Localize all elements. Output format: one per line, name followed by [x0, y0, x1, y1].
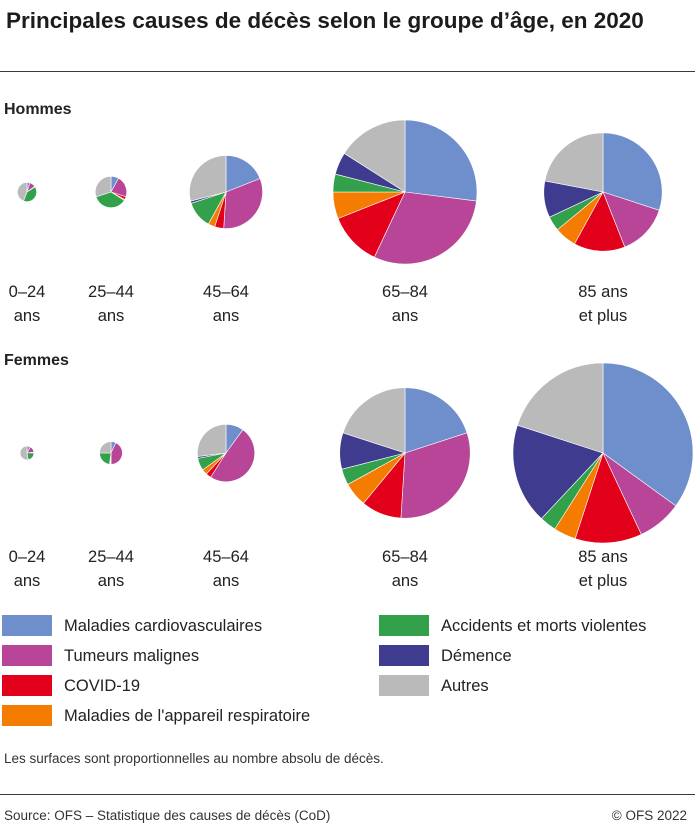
- pie-slice: [404, 387, 468, 454]
- legend-label: Maladies de l'appareil respiratoire: [64, 707, 311, 725]
- pie-slice: [544, 132, 604, 193]
- legend-label: Accidents et morts violentes: [441, 617, 647, 635]
- legend-label: Autres: [441, 677, 489, 695]
- pie-men-2: [189, 155, 263, 229]
- pie-slice: [343, 119, 406, 193]
- legend-label: COVID-19: [64, 677, 141, 695]
- age-label-men-1: 25–44 ans: [88, 283, 134, 325]
- legend-label: Tumeurs malignes: [64, 647, 200, 665]
- age-label-women-0: 0–24 ans: [8, 548, 46, 590]
- age-label-women-1: 25–44 ans: [88, 548, 134, 590]
- pie-slice: [99, 452, 112, 465]
- footer-rule: [0, 794, 695, 795]
- pie-women-3: [339, 387, 471, 519]
- legend-swatch: [379, 675, 429, 696]
- pie-men-3: [332, 119, 478, 265]
- pie-slice: [223, 178, 263, 229]
- pie-slice: [197, 423, 227, 457]
- pie-slice: [99, 441, 112, 454]
- pie-women-2: [197, 423, 256, 482]
- source-text: Source: OFS – Statistique des causes de …: [4, 808, 331, 823]
- pie-charts: [17, 119, 694, 544]
- pie-slice: [517, 362, 604, 454]
- pie-men-1: [95, 175, 127, 209]
- title-rule: [0, 71, 695, 72]
- legend-label: Maladies cardiovasculaires: [64, 617, 263, 635]
- pie-slice: [602, 362, 694, 507]
- copyright-text: © OFS 2022: [611, 808, 687, 823]
- age-label-women-2: 45–64 ans: [203, 548, 249, 590]
- pie-slice: [19, 445, 29, 461]
- pie-men-4: [543, 132, 663, 252]
- pie-slice: [404, 119, 478, 202]
- age-label-men-3: 65–84 ans: [382, 283, 428, 325]
- pie-slice: [110, 442, 123, 465]
- legend-label: Démence: [441, 647, 512, 665]
- pie-slice: [512, 424, 604, 520]
- pie-slice: [225, 155, 261, 193]
- legend-swatch: [2, 675, 52, 696]
- age-label-men-4: 85 ans et plus: [578, 283, 628, 325]
- chart-title: Principales causes de décès selon le gro…: [6, 8, 644, 33]
- pie-slice: [23, 186, 37, 202]
- section-label-men: Hommes: [4, 101, 72, 118]
- legend-swatch: [379, 645, 429, 666]
- pie-slice: [373, 191, 477, 265]
- legend-swatch: [2, 705, 52, 726]
- pie-men-0: [17, 182, 37, 202]
- legend-swatch: [2, 645, 52, 666]
- pie-slice: [95, 175, 112, 198]
- age-label-men-0: 0–24 ans: [8, 283, 46, 325]
- pie-slice: [602, 132, 663, 211]
- area-note: Les surfaces sont proportionnelles au no…: [4, 751, 384, 766]
- age-label-men-2: 45–64 ans: [203, 283, 249, 325]
- pie-slice: [17, 182, 28, 202]
- age-label-women-4: 85 ans et plus: [578, 548, 628, 590]
- age-label-women-3: 65–84 ans: [382, 548, 428, 590]
- pie-slice: [342, 387, 406, 454]
- legend-swatch: [2, 615, 52, 636]
- pie-slice: [574, 191, 626, 252]
- pie-slice: [210, 429, 256, 482]
- pie-women-0: [19, 445, 35, 461]
- pie-slice: [189, 155, 227, 202]
- section-label-women: Femmes: [4, 352, 69, 369]
- pie-slice: [574, 452, 642, 544]
- pie-slice: [400, 432, 471, 519]
- legend-swatch: [379, 615, 429, 636]
- pie-slice: [95, 191, 125, 209]
- pie-women-4: [512, 362, 694, 544]
- pie-women-1: [99, 441, 123, 465]
- pie-slice: [602, 191, 660, 248]
